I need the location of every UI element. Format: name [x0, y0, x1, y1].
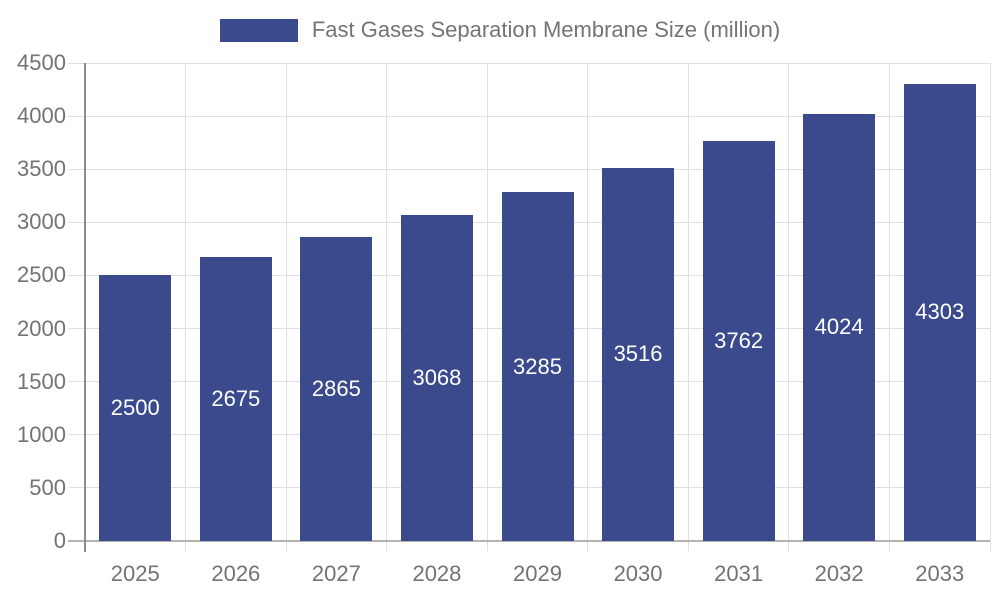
x-gridline [989, 63, 991, 551]
y-axis-tick-label: 2000 [17, 315, 66, 341]
bar-2027[interactable] [300, 236, 373, 541]
x-axis-tick-label: 2032 [814, 561, 864, 586]
bar-2032[interactable] [803, 113, 876, 541]
y-axis-tick-label: 3500 [17, 156, 66, 182]
y-axis-tick-label: 0 [53, 528, 66, 553]
y-gridline [68, 115, 990, 117]
x-axis-tick-label: 2026 [211, 561, 261, 586]
x-axis-tick-label: 2028 [412, 561, 462, 586]
y-axis-tick-label: 1000 [17, 421, 66, 447]
y-axis-tick-label: 500 [29, 474, 66, 500]
x-gridline [888, 63, 890, 551]
y-gridline [68, 62, 990, 64]
x-gridline [788, 63, 790, 551]
bar-2025[interactable] [99, 275, 172, 541]
bar-2029[interactable] [501, 192, 574, 541]
x-axis-tick-label: 2025 [110, 561, 160, 586]
x-axis-line [68, 540, 990, 542]
x-axis-tick-label: 2033 [915, 561, 965, 586]
y-axis-tick-label: 4500 [17, 50, 66, 75]
legend-swatch [219, 18, 298, 42]
y-axis-tick-label: 2500 [17, 262, 66, 288]
y-gridline [68, 168, 990, 170]
x-gridline [185, 63, 187, 551]
x-gridline [587, 63, 589, 551]
legend-item[interactable]: Fast Gases Separation Membrane Size (mil… [219, 17, 781, 43]
x-gridline [486, 63, 488, 551]
bar-2031[interactable] [702, 141, 775, 541]
bar-2030[interactable] [602, 167, 675, 541]
x-gridline [687, 63, 689, 551]
y-axis-tick-label: 4000 [17, 103, 66, 129]
bar-2026[interactable] [199, 256, 272, 541]
bar-2033[interactable] [903, 83, 976, 541]
legend-label: Fast Gases Separation Membrane Size (mil… [311, 17, 781, 42]
x-gridline [285, 63, 287, 551]
x-axis-tick-label: 2029 [513, 561, 562, 586]
bar-2028[interactable] [400, 215, 473, 541]
x-axis-tick-label: 2030 [613, 561, 663, 586]
y-axis-line [84, 63, 86, 552]
y-axis-tick-label: 3000 [17, 209, 66, 235]
x-gridline [386, 63, 388, 551]
x-axis-tick-label: 2031 [714, 561, 764, 586]
x-axis-tick-label: 2027 [311, 561, 361, 586]
y-axis-tick-label: 1500 [17, 368, 66, 394]
